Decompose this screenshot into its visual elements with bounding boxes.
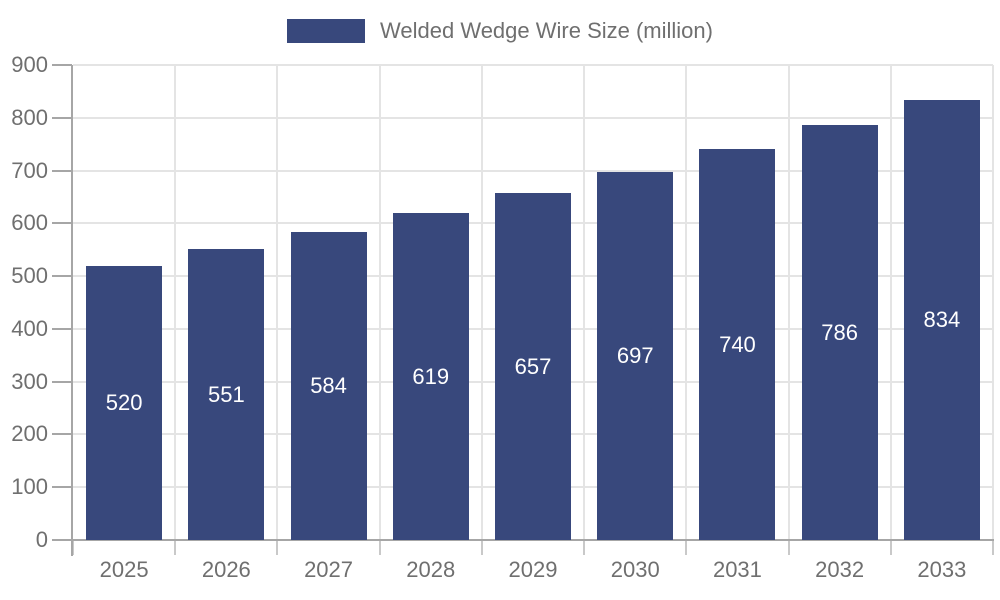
gridline-vertical — [276, 65, 279, 540]
y-tick-label: 300 — [11, 368, 48, 394]
gridline-vertical — [378, 65, 381, 540]
x-tick-label: 2026 — [201, 557, 251, 582]
bar-value-label: 520 — [105, 389, 143, 415]
bar-value-label: 786 — [821, 319, 859, 345]
bar: 657 — [495, 193, 571, 540]
x-tick — [583, 540, 586, 555]
y-tick — [52, 275, 72, 278]
gridline-vertical — [685, 65, 688, 540]
gridline-vertical — [889, 65, 892, 540]
gridline-vertical — [480, 65, 483, 540]
gridline-horizontal — [73, 116, 993, 119]
y-tick — [52, 169, 72, 172]
x-tick — [889, 540, 892, 555]
x-tick-label: 2025 — [99, 557, 149, 582]
y-tick-label: 400 — [11, 315, 48, 341]
gridline-vertical — [787, 65, 790, 540]
y-tick-label: 200 — [11, 421, 48, 447]
y-tick — [52, 539, 72, 541]
bar-value-label: 584 — [310, 372, 347, 398]
bar-value-label: 551 — [207, 381, 245, 407]
x-tick — [685, 540, 688, 555]
bar-value-label: 697 — [616, 343, 654, 369]
y-axis-line — [71, 65, 73, 556]
x-tick — [480, 540, 483, 555]
x-tick — [787, 540, 790, 555]
y-tick — [52, 222, 72, 225]
x-tick-label: 2029 — [508, 557, 558, 582]
gridline-vertical — [174, 65, 177, 540]
legend-swatch — [287, 19, 366, 43]
x-tick — [174, 540, 177, 555]
bar: 834 — [903, 99, 980, 540]
bar-value-label: 657 — [514, 353, 552, 379]
bar: 551 — [188, 249, 265, 540]
bar: 584 — [290, 231, 367, 540]
legend[interactable]: Welded Wedge Wire Size (million) — [0, 18, 1000, 44]
bar-value-label: 834 — [923, 306, 961, 332]
x-tick — [72, 540, 74, 555]
y-tick — [52, 486, 72, 489]
bar-value-label: 740 — [719, 331, 756, 357]
x-tick-label: 2031 — [712, 557, 762, 582]
y-tick-label: 900 — [11, 52, 48, 77]
y-tick — [52, 380, 72, 383]
y-tick — [52, 433, 72, 436]
x-tick-label: 2033 — [917, 557, 967, 582]
y-tick — [52, 64, 72, 66]
y-tick-label: 100 — [11, 474, 48, 500]
y-tick-label: 700 — [11, 157, 48, 183]
legend-label: Welded Wedge Wire Size (million) — [380, 18, 713, 43]
x-tick — [378, 540, 381, 555]
gridline-vertical — [992, 65, 994, 540]
y-tick-label: 600 — [11, 210, 48, 236]
x-tick-label: 2032 — [815, 557, 865, 582]
y-tick-label: 800 — [11, 104, 48, 130]
gridline-horizontal — [73, 169, 993, 172]
y-tick — [52, 327, 72, 330]
bar: 520 — [86, 265, 163, 540]
x-tick — [992, 540, 994, 555]
bar: 786 — [801, 125, 878, 540]
y-tick — [52, 116, 72, 119]
y-tick-label: 0 — [35, 527, 48, 552]
x-tick-label: 2027 — [304, 557, 354, 582]
gridline-vertical — [583, 65, 586, 540]
gridline-horizontal — [73, 64, 993, 66]
bar: 619 — [392, 213, 469, 540]
bar: 740 — [699, 149, 776, 540]
x-axis-line — [71, 539, 994, 541]
y-tick-label: 500 — [11, 263, 48, 289]
x-tick — [276, 540, 279, 555]
bar: 697 — [597, 172, 674, 540]
bar-value-label: 619 — [412, 363, 450, 389]
x-tick-label: 2028 — [406, 557, 456, 582]
x-tick-label: 2030 — [610, 557, 660, 582]
